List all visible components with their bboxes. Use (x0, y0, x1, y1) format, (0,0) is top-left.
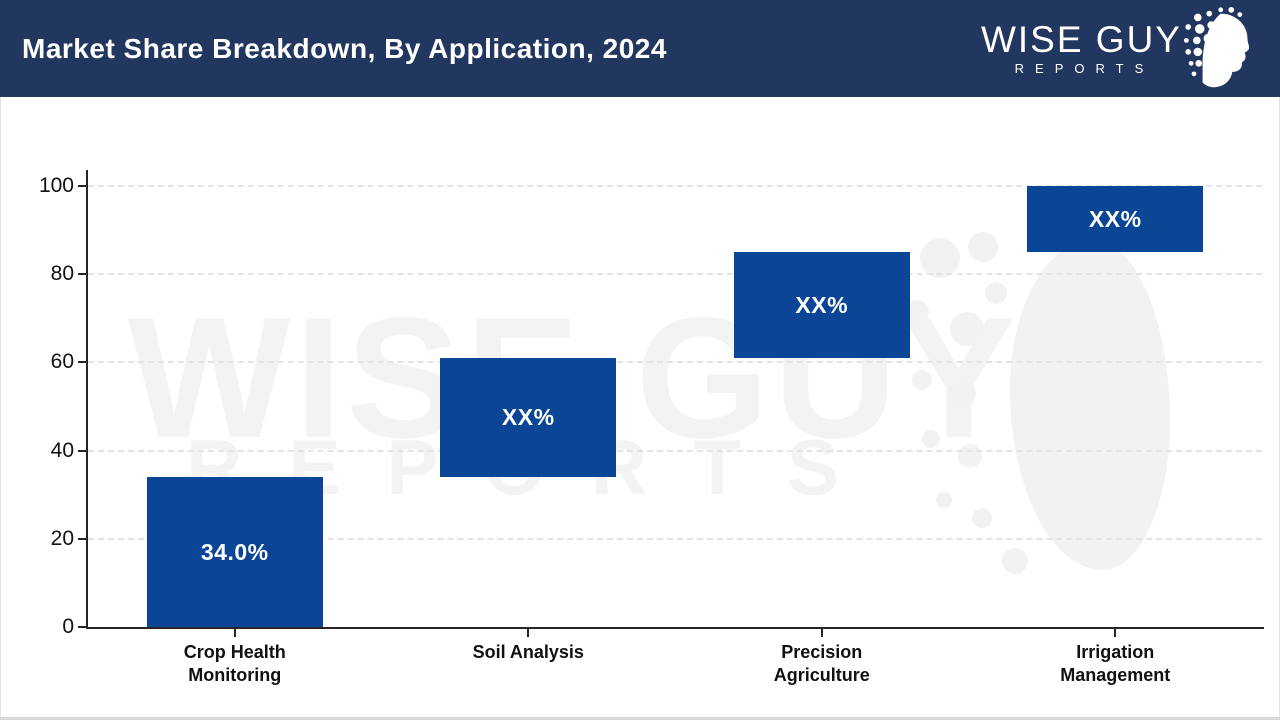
y-tick-label: 0 (62, 615, 74, 638)
watermark-dot (1002, 548, 1028, 574)
watermark-dot (968, 232, 998, 262)
brand-name: WISE GUY (980, 19, 1182, 60)
brand-logo: WISE GUY REPORTS (981, 6, 1254, 92)
x-category-label-line: Monitoring (188, 664, 282, 685)
waterfall-bar: XX% (733, 252, 910, 358)
waterfall-bar: 34.0% (146, 477, 323, 627)
watermark-dot (950, 312, 984, 346)
page-border-left (0, 97, 1, 717)
x-tick-mark (527, 629, 530, 637)
x-axis-line (86, 627, 1264, 629)
watermark-dot (922, 430, 940, 448)
waterfall-bar: XX% (440, 357, 617, 478)
bar-value-label: XX% (795, 291, 849, 318)
watermark-dot (920, 238, 960, 278)
x-tick-mark (233, 629, 236, 637)
x-category-label-line: Soil Analysis (472, 642, 584, 662)
y-tick-mark (78, 185, 87, 187)
bar-value-label: 34.0% (200, 538, 269, 565)
watermark-dot (948, 380, 976, 408)
x-category-label: Precision Agriculture (692, 641, 952, 686)
gridline (88, 361, 1262, 364)
x-category-label-line: Management (1060, 664, 1171, 685)
watermark-dot (972, 508, 992, 528)
x-category-label-line: Irrigation (1076, 642, 1155, 662)
x-tick-mark (1114, 629, 1117, 637)
x-category-label: Soil Analysis (398, 641, 658, 664)
dotted-head-profile-icon (1183, 6, 1250, 87)
y-tick-label: 40 (50, 438, 74, 462)
y-tick-label: 60 (50, 350, 74, 374)
bar-value-label: XX% (501, 404, 555, 431)
watermark-dot (985, 282, 1007, 304)
brand-logo-text: WISE GUY REPORTS (981, 21, 1182, 76)
watermark-dot (912, 370, 932, 390)
bar-value-label: XX% (1088, 205, 1142, 232)
y-axis-line (86, 170, 88, 629)
x-category-label-line: Agriculture (773, 664, 870, 685)
y-tick-label: 20 (50, 526, 74, 550)
y-tick-mark (78, 537, 87, 540)
x-category-label-line: Precision (781, 642, 863, 662)
x-category-label-line: Crop Health (183, 642, 286, 662)
watermark-dot (936, 492, 952, 508)
gridline (88, 449, 1262, 452)
y-tick-label: 80 (50, 262, 74, 286)
gridline (88, 537, 1262, 540)
gridline (88, 185, 1262, 187)
brand-subname: REPORTS (1014, 61, 1155, 76)
y-tick-label: 100 (38, 174, 74, 197)
waterfall-bar: XX% (1027, 186, 1204, 253)
y-tick-mark (78, 626, 87, 628)
y-tick-mark (78, 273, 87, 276)
y-tick-mark (78, 361, 87, 364)
y-tick-mark (78, 449, 87, 452)
gridline (88, 273, 1262, 276)
page-border-bottom (0, 717, 1280, 720)
watermark-head-shape (1010, 240, 1170, 570)
x-category-label: Crop Health Monitoring (105, 641, 365, 686)
page-title: Market Share Breakdown, By Application, … (22, 32, 667, 64)
header-bar: Market Share Breakdown, By Application, … (0, 0, 1280, 97)
x-category-label: Irrigation Management (985, 641, 1245, 686)
watermark-dot (958, 444, 982, 468)
x-tick-mark (820, 629, 823, 637)
